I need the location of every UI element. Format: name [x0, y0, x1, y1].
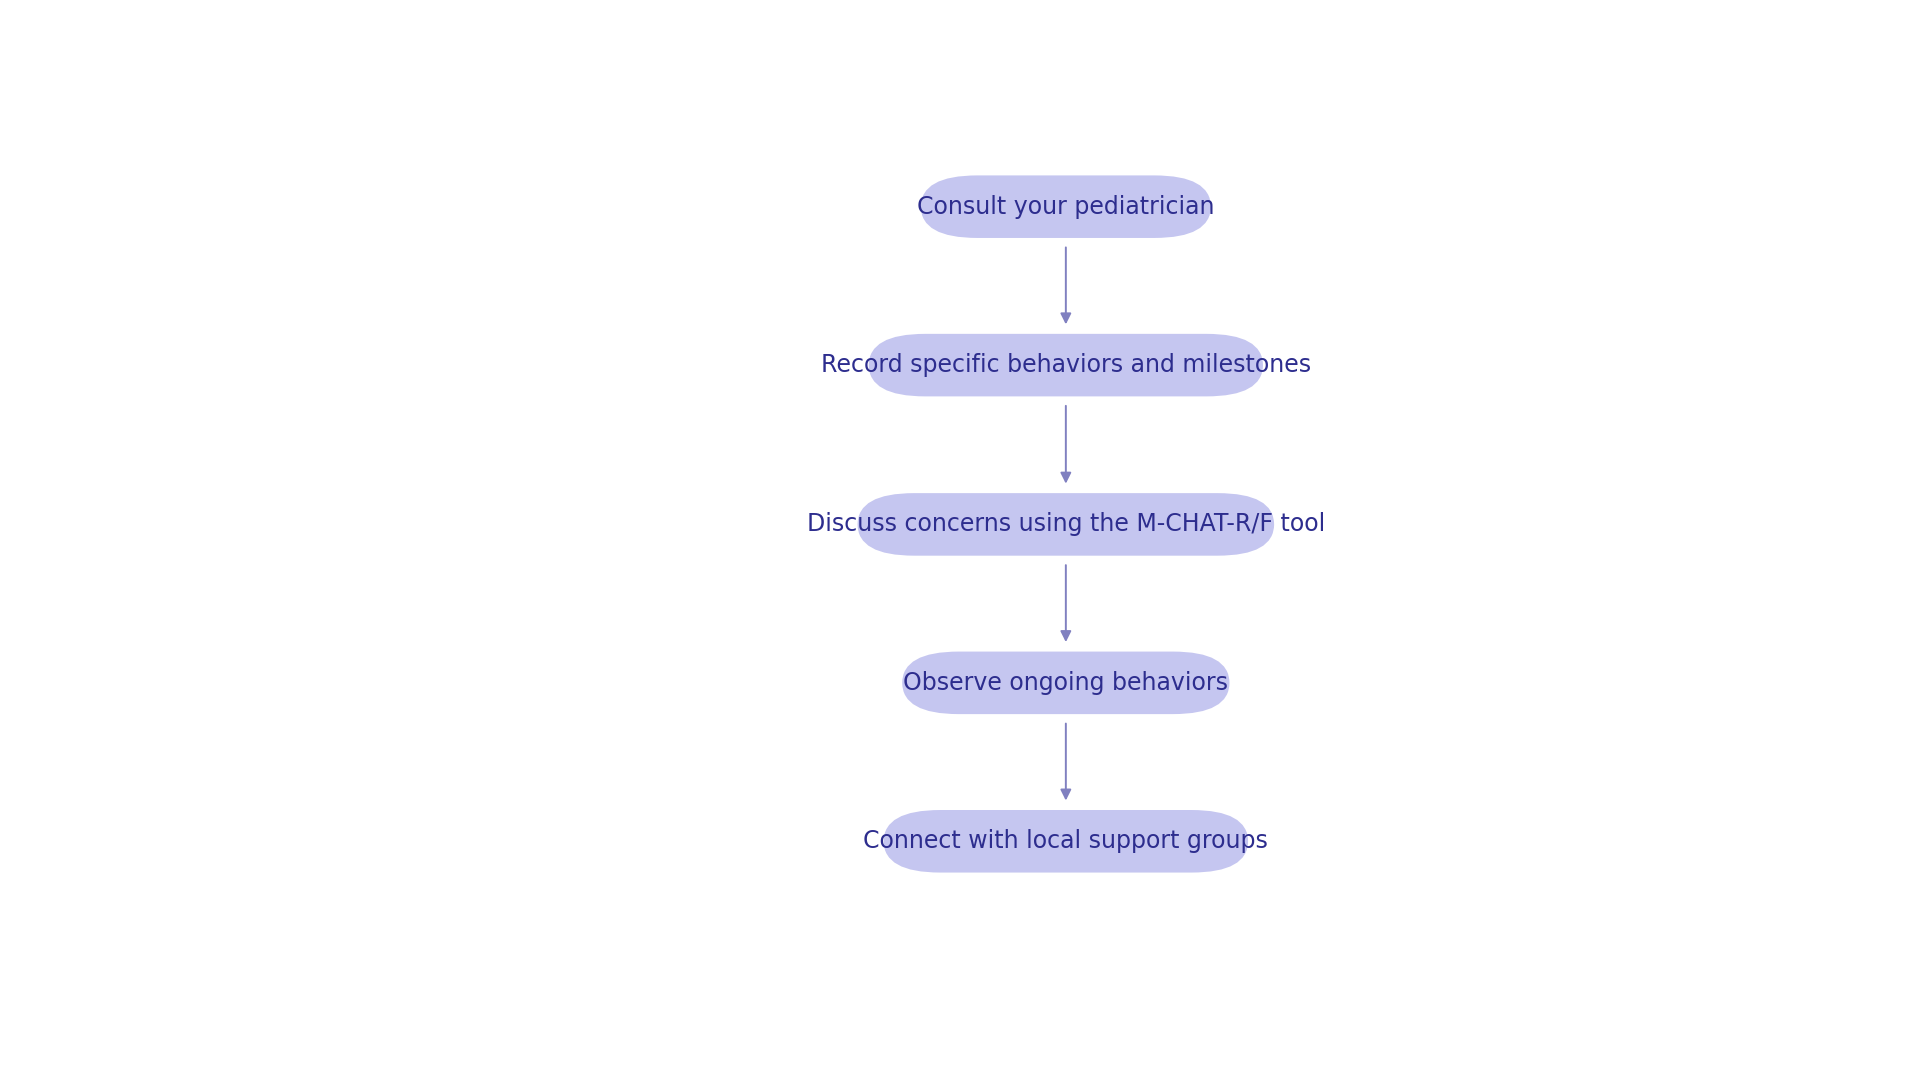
Text: Record specific behaviors and milestones: Record specific behaviors and milestones [820, 353, 1311, 377]
FancyBboxPatch shape [883, 810, 1248, 873]
FancyBboxPatch shape [922, 175, 1212, 238]
Text: Connect with local support groups: Connect with local support groups [864, 830, 1269, 853]
Text: Observe ongoing behaviors: Observe ongoing behaviors [902, 670, 1229, 695]
Text: Consult your pediatrician: Consult your pediatrician [918, 195, 1215, 219]
FancyBboxPatch shape [868, 334, 1263, 396]
Text: Discuss concerns using the M-CHAT-R/F tool: Discuss concerns using the M-CHAT-R/F to… [806, 512, 1325, 536]
FancyBboxPatch shape [858, 493, 1275, 556]
FancyBboxPatch shape [902, 652, 1229, 714]
